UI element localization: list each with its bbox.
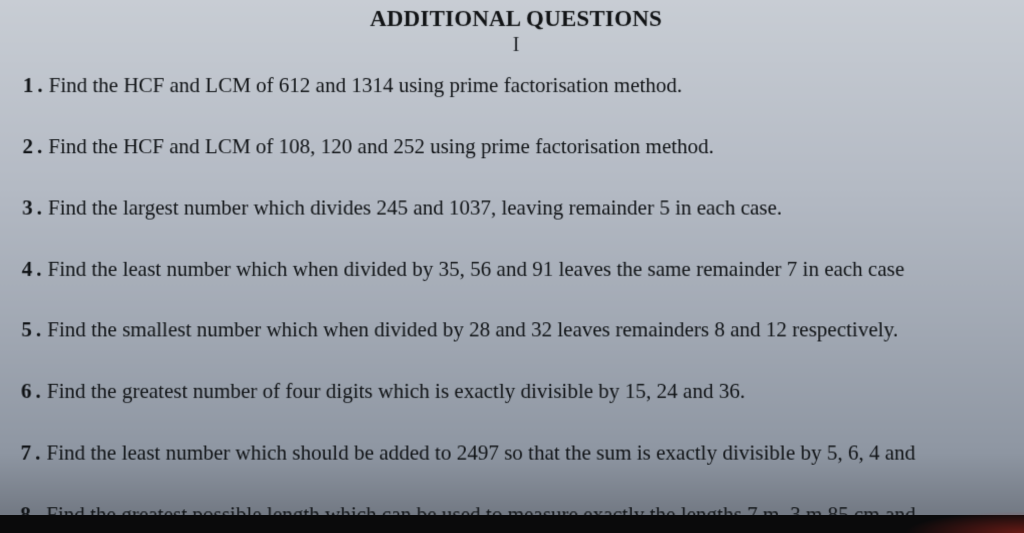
question-number: 6 (5, 379, 31, 404)
question-text: Find the HCF and LCM of 108, 120 and 252… (48, 127, 1024, 166)
question-number: 4 (6, 256, 32, 281)
question-item: 4. Find the least number which when divi… (6, 249, 1024, 288)
screen-glow (904, 511, 1024, 533)
question-number: 1 (7, 73, 33, 98)
dot: . (35, 379, 40, 404)
question-text: Find the greatest number of four digits … (47, 372, 1024, 411)
screen-bottom-edge (0, 515, 1024, 533)
question-item: 6. Find the greatest number of four digi… (5, 372, 1024, 411)
dot: . (35, 440, 40, 465)
question-item: 3. Find the largest number which divides… (7, 188, 1024, 227)
question-item: 1. Find the HCF and LCM of 612 and 1314 … (7, 66, 1024, 105)
question-text: Find the smallest number which when divi… (47, 311, 1024, 350)
dot: . (37, 73, 42, 98)
question-text: Find the least number which when divided… (48, 249, 1024, 288)
question-text: Find the largest number which divides 24… (48, 188, 1024, 227)
question-item: 2. Find the HCF and LCM of 108, 120 and … (7, 127, 1024, 166)
page-title: ADDITIONAL QUESTIONS (8, 6, 1024, 32)
question-item: 7. Find the least number which should be… (5, 433, 1024, 472)
dot: . (37, 134, 42, 159)
dot: . (36, 256, 41, 281)
question-number: 5 (6, 318, 32, 343)
dot: . (36, 318, 41, 343)
question-number: 7 (5, 440, 31, 465)
document-page: ADDITIONAL QUESTIONS I 1. Find the HCF a… (0, 0, 1024, 533)
question-number: 2 (7, 134, 33, 159)
question-item: 5. Find the smallest number which when d… (6, 311, 1024, 350)
section-number: I (8, 34, 1024, 56)
question-text: Find the least number which should be ad… (46, 433, 1024, 472)
dot: . (37, 195, 42, 220)
question-number: 3 (7, 195, 33, 220)
question-text: Find the HCF and LCM of 612 and 1314 usi… (49, 66, 1024, 105)
